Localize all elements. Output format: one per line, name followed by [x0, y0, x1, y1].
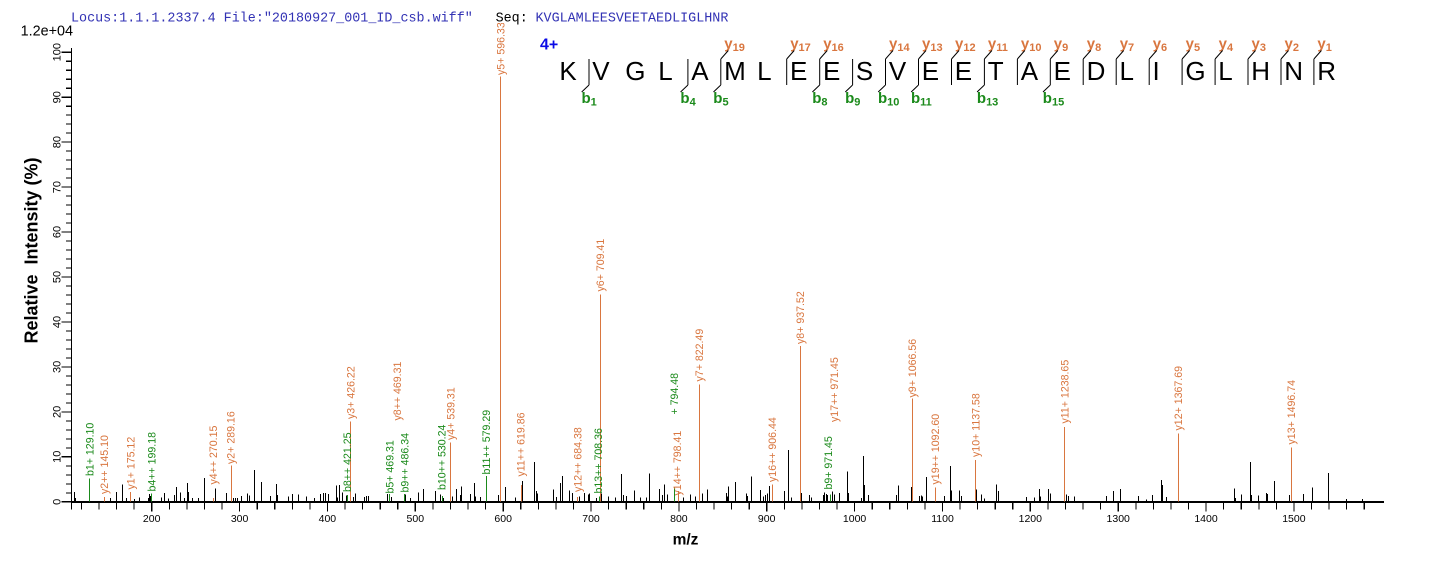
svg-text:b9+ 971.45: b9+ 971.45	[823, 436, 835, 489]
svg-text:y11+ 1238.65: y11+ 1238.65	[1059, 360, 1071, 424]
svg-text:V: V	[889, 56, 907, 86]
svg-text:800: 800	[670, 513, 688, 525]
svg-text:T: T	[988, 56, 1004, 86]
svg-text:L: L	[1218, 56, 1232, 86]
svg-text:H: H	[1251, 56, 1270, 86]
svg-text:1400: 1400	[1194, 513, 1218, 525]
svg-text:b5+ 469.31: b5+ 469.31	[384, 440, 396, 493]
svg-text:L: L	[1120, 56, 1134, 86]
svg-text:M: M	[724, 56, 746, 86]
svg-text:D: D	[1087, 56, 1106, 86]
svg-text:K: K	[559, 56, 577, 86]
svg-text:y8+ 937.52: y8+ 937.52	[795, 291, 807, 344]
svg-text:Seq:: Seq:	[496, 12, 528, 27]
svg-text:500: 500	[407, 513, 425, 525]
svg-text:A: A	[1021, 56, 1039, 86]
svg-text:300: 300	[231, 513, 249, 525]
svg-text:I: I	[1153, 56, 1160, 86]
svg-text:y6+ 709.41: y6+ 709.41	[595, 239, 607, 292]
svg-text:E: E	[823, 56, 840, 86]
svg-text:1500: 1500	[1282, 513, 1306, 525]
svg-text:4+: 4+	[540, 37, 558, 54]
svg-text:L: L	[757, 56, 771, 86]
svg-text:y11++ 619.86: y11++ 619.86	[516, 412, 528, 476]
svg-text:y12++ 684.38: y12++ 684.38	[573, 427, 585, 492]
svg-text:Relative Intensity (%): Relative Intensity (%)	[22, 157, 42, 343]
svg-text:E: E	[790, 56, 807, 86]
svg-text:600: 600	[494, 513, 512, 525]
svg-text:y16++ 906.44: y16++ 906.44	[767, 417, 779, 482]
svg-text:y2+ 289.16: y2+ 289.16	[226, 411, 238, 464]
svg-text:V: V	[592, 56, 610, 86]
svg-text:y1+ 175.12: y1+ 175.12	[125, 437, 137, 490]
svg-text:80: 80	[52, 136, 64, 148]
svg-text:N: N	[1284, 56, 1303, 86]
svg-text:y13+ 1496.74: y13+ 1496.74	[1286, 380, 1298, 445]
svg-text:Locus:1.1.1.2337.4 File:"20180: Locus:1.1.1.2337.4 File:"20180927_001_ID…	[71, 12, 473, 27]
svg-text:y17++ 971.45: y17++ 971.45	[829, 357, 841, 422]
svg-text:700: 700	[582, 513, 600, 525]
svg-text:30: 30	[52, 361, 64, 373]
svg-text:G: G	[1185, 56, 1205, 86]
svg-text:y4++ 270.15: y4++ 270.15	[208, 425, 220, 484]
svg-text:50: 50	[52, 271, 64, 283]
svg-text:y12+ 1367.69: y12+ 1367.69	[1173, 366, 1185, 431]
svg-text:m/z: m/z	[673, 532, 699, 549]
svg-text:20: 20	[52, 406, 64, 418]
svg-text:KVGLAMLEESVEETAEDLIGLHNR: KVGLAMLEESVEETAEDLIGLHNR	[536, 12, 729, 27]
svg-text:b1+ 129.10: b1+ 129.10	[85, 423, 97, 476]
svg-text:y10+ 1137.58: y10+ 1137.58	[971, 393, 983, 457]
svg-text:100: 100	[52, 43, 64, 61]
svg-text:1200: 1200	[1019, 513, 1043, 525]
svg-text:y9+ 1066.56: y9+ 1066.56	[907, 339, 919, 398]
svg-text:900: 900	[758, 513, 776, 525]
svg-text:1300: 1300	[1107, 513, 1131, 525]
svg-text:70: 70	[52, 181, 64, 193]
svg-text:b4++ 199.18: b4++ 199.18	[147, 432, 159, 492]
svg-text:A: A	[691, 56, 709, 86]
svg-text:1100: 1100	[931, 513, 954, 525]
svg-text:y3+ 426.22: y3+ 426.22	[345, 366, 357, 419]
svg-text:y5+ 596.33: y5+ 596.33	[495, 22, 507, 75]
svg-text:40: 40	[52, 316, 64, 328]
svg-text:y2++ 145.10: y2++ 145.10	[99, 435, 111, 494]
svg-text:E: E	[955, 56, 972, 86]
svg-text:b13++ 708.36: b13++ 708.36	[593, 428, 605, 494]
svg-text:400: 400	[319, 513, 337, 525]
svg-text:b10++ 530.24: b10++ 530.24	[437, 424, 449, 490]
svg-text:G: G	[625, 56, 645, 86]
svg-text:200: 200	[143, 513, 161, 525]
svg-text:90: 90	[52, 91, 64, 103]
svg-text:+ 794.48: + 794.48	[669, 373, 681, 415]
svg-text:E: E	[1054, 56, 1071, 86]
svg-text:y8++ 469.31: y8++ 469.31	[392, 361, 404, 420]
svg-text:0: 0	[52, 499, 64, 505]
svg-text:b8++ 421.25: b8++ 421.25	[342, 432, 354, 492]
svg-text:1.2e+04: 1.2e+04	[21, 24, 73, 40]
svg-text:S: S	[856, 56, 873, 86]
svg-text:10: 10	[52, 451, 64, 463]
svg-text:L: L	[658, 56, 672, 86]
svg-text:60: 60	[52, 226, 64, 238]
svg-text:y4+ 539.31: y4+ 539.31	[445, 387, 457, 440]
svg-text:1000: 1000	[843, 513, 867, 525]
svg-text:b11++ 579.29: b11++ 579.29	[481, 410, 493, 475]
svg-text:R: R	[1317, 56, 1336, 86]
svg-text:y19++ 1092.60: y19++ 1092.60	[930, 414, 942, 485]
svg-text:y7+ 822.49: y7+ 822.49	[694, 329, 706, 382]
svg-text:y14++ 798.41: y14++ 798.41	[672, 431, 684, 496]
svg-text:b9++ 486.34: b9++ 486.34	[399, 433, 411, 493]
svg-text:E: E	[922, 56, 939, 86]
